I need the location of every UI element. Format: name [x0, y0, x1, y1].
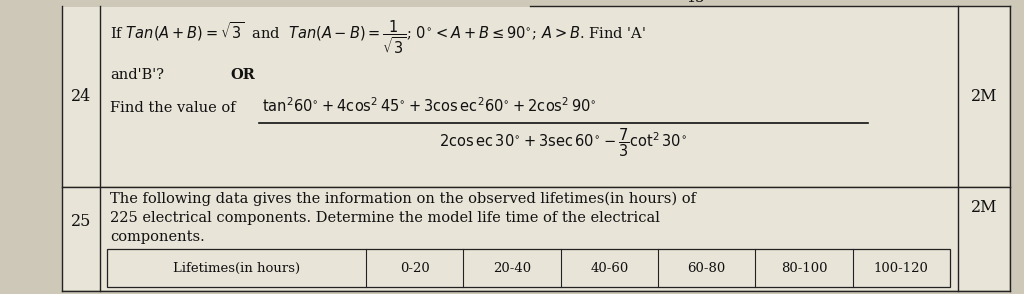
Text: 225 electrical components. Determine the model life time of the electrical: 225 electrical components. Determine the…	[110, 211, 659, 225]
Text: 25: 25	[71, 213, 91, 230]
Text: $\mathrm{tan}^2 60^{\circ}+4\cos^2 45^{\circ}+3\mathrm{cos\,ec}^2 60^{\circ}+2\c: $\mathrm{tan}^2 60^{\circ}+4\cos^2 45^{\…	[262, 96, 597, 115]
Text: 40-60: 40-60	[590, 261, 629, 275]
Text: 0-20: 0-20	[400, 261, 430, 275]
Text: 60-80: 60-80	[687, 261, 726, 275]
Text: 100-120: 100-120	[873, 261, 929, 275]
Text: 24: 24	[71, 88, 91, 105]
Text: Find the value of: Find the value of	[110, 101, 236, 115]
Text: 80-100: 80-100	[780, 261, 827, 275]
Text: and'B'?: and'B'?	[110, 68, 164, 82]
Bar	[63, 188, 1009, 290]
Text: 2M: 2M	[971, 198, 997, 216]
Text: Lifetimes(in hours): Lifetimes(in hours)	[173, 261, 300, 275]
Text: 13: 13	[686, 0, 705, 5]
Text: OR: OR	[230, 68, 255, 82]
Text: If $Tan(A+B)=\sqrt{3}$  and  $Tan(A-B)=\dfrac{1}{\sqrt{3}}$; $0^{\circ}<A+B\leq : If $Tan(A+B)=\sqrt{3}$ and $Tan(A-B)=\df…	[110, 18, 646, 56]
Bar	[63, 7, 1009, 186]
Bar	[106, 249, 950, 287]
Text: 2M: 2M	[971, 88, 997, 105]
Text: components.: components.	[110, 230, 205, 244]
Text: The following data gives the information on the observed lifetimes(in hours) of: The following data gives the information…	[110, 192, 696, 206]
Text: $2\mathrm{cos\,ec}\,30^{\circ}+3\sec 60^{\circ}-\dfrac{7}{3}\cot^2 30^{\circ}$: $2\mathrm{cos\,ec}\,30^{\circ}+3\sec 60^…	[439, 126, 687, 158]
Text: 20-40: 20-40	[494, 261, 531, 275]
